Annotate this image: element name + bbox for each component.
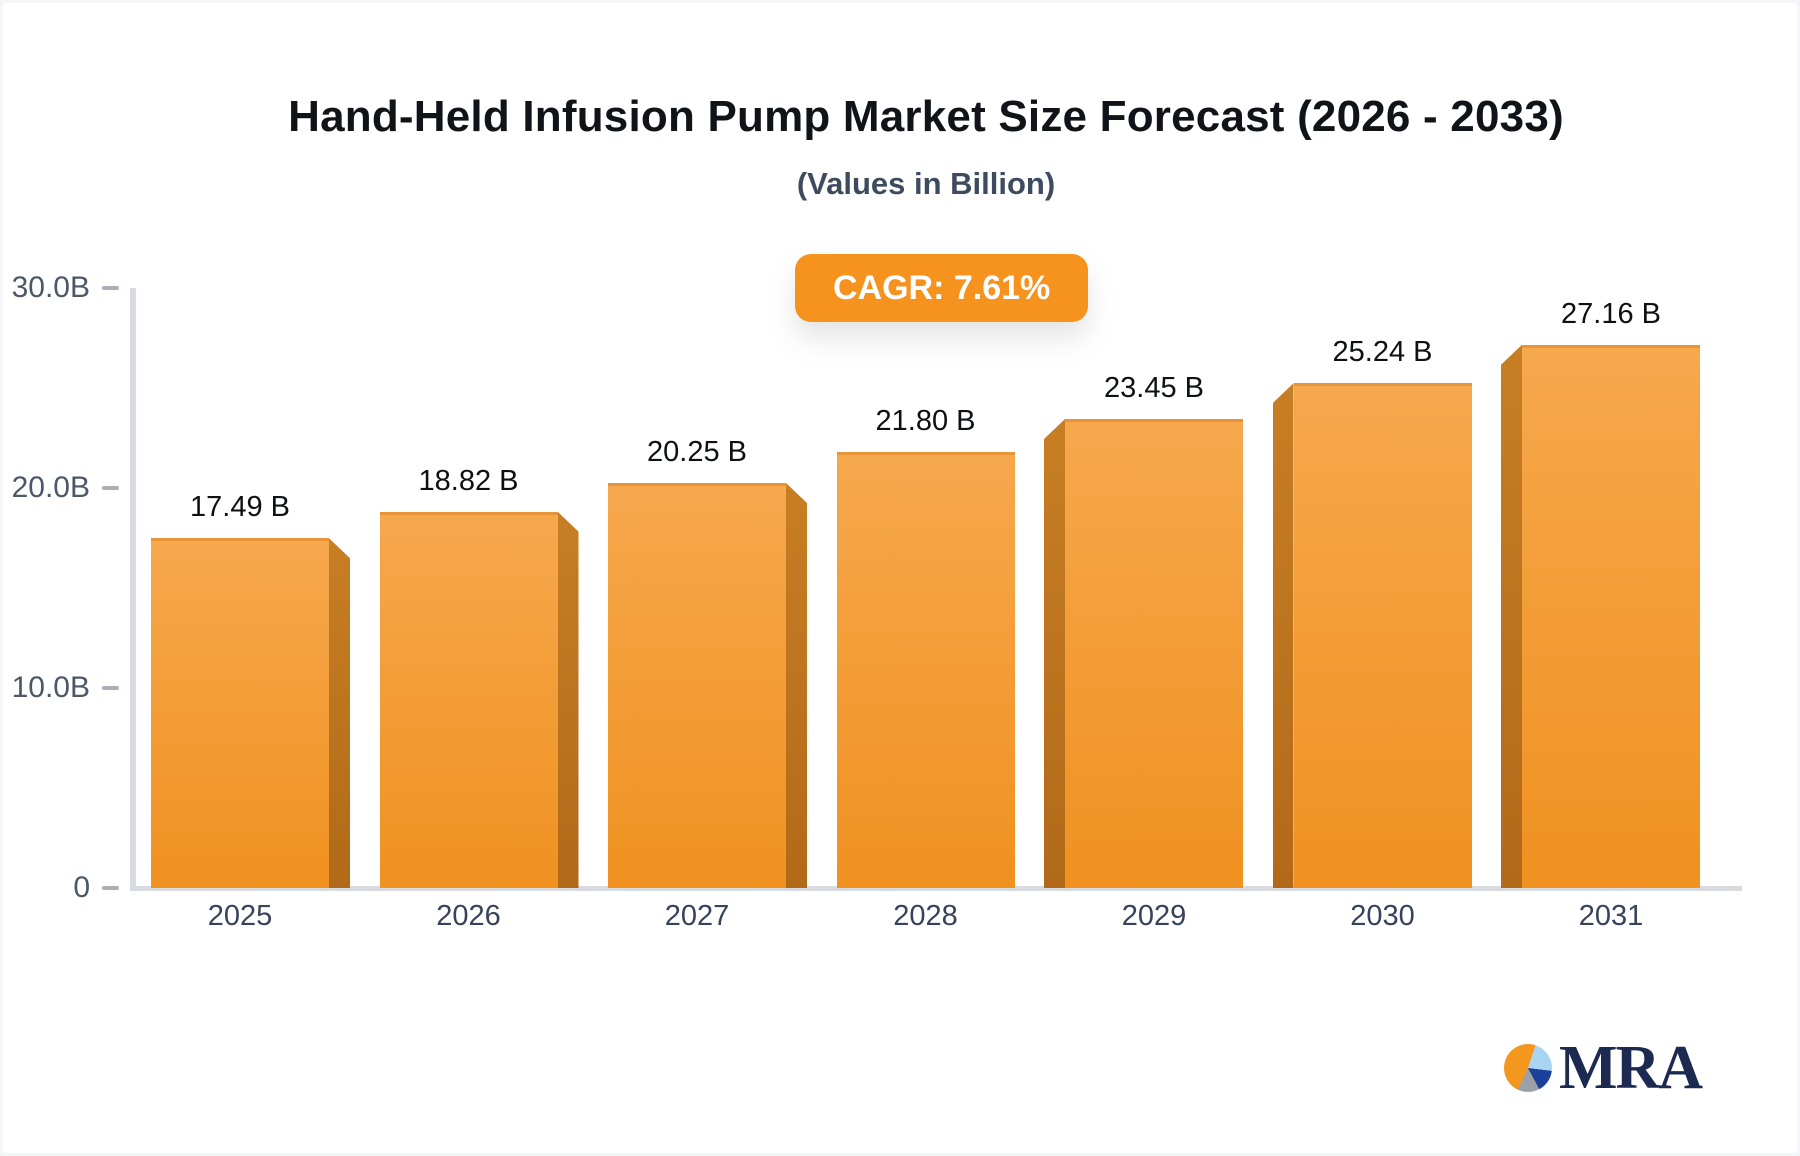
pie-chart-icon <box>1504 1044 1552 1092</box>
bar-value-label: 17.49 B <box>190 491 290 524</box>
bar-value-label: 23.45 B <box>1104 372 1204 404</box>
bar-side-face <box>1044 419 1065 888</box>
y-axis-tick-mark <box>102 486 119 490</box>
bar <box>608 483 786 888</box>
bar-value-label: 25.24 B <box>1332 336 1433 369</box>
y-axis-tick-label: 10.0B <box>11 671 90 704</box>
y-axis-tick-label: 0 <box>73 871 90 904</box>
bar <box>1522 344 1700 888</box>
bar <box>151 538 329 888</box>
brand-logo: MRA <box>1504 1034 1703 1102</box>
bar <box>1065 419 1243 888</box>
y-axis-line <box>130 288 136 888</box>
x-axis-label: 2031 <box>1578 900 1644 932</box>
bar-side-face <box>557 511 579 888</box>
bar-value-label: 21.80 B <box>875 405 976 437</box>
bar-side-face <box>1501 344 1522 888</box>
x-axis-label: 2028 <box>893 900 958 932</box>
x-axis-label: 2025 <box>207 900 273 932</box>
bar <box>379 511 558 888</box>
x-axis-label: 2029 <box>1121 900 1187 932</box>
y-axis-tick-mark <box>102 886 119 890</box>
bar-value-label: 18.82 B <box>418 464 519 497</box>
bar <box>1293 383 1472 888</box>
y-axis-tick-label: 30.0B <box>11 271 90 304</box>
y-axis-tick-mark <box>102 286 119 290</box>
y-axis-tick-label: 20.0B <box>11 471 90 504</box>
x-axis-line <box>130 886 1742 891</box>
bar-side-face <box>1272 383 1294 888</box>
bar-value-label: 27.16 B <box>1561 297 1661 330</box>
chart-subtitle: (Values in Billion) <box>796 166 1056 201</box>
bar-side-face <box>329 538 350 888</box>
x-axis-label: 2030 <box>1350 900 1415 932</box>
bar <box>836 452 1015 888</box>
bar-value-label: 20.25 B <box>647 436 747 468</box>
brand-text: MRA <box>1559 1034 1703 1102</box>
x-axis-label: 2026 <box>436 900 501 932</box>
y-axis-tick-mark <box>102 686 119 690</box>
x-axis-label: 2027 <box>664 900 730 932</box>
chart-title: Hand-Held Infusion Pump Market Size Fore… <box>288 92 1564 141</box>
bar-side-face <box>786 483 807 888</box>
cagr-badge-label: CAGR: 7.61% <box>833 268 1051 307</box>
cagr-badge: CAGR: 7.61% <box>795 254 1089 322</box>
